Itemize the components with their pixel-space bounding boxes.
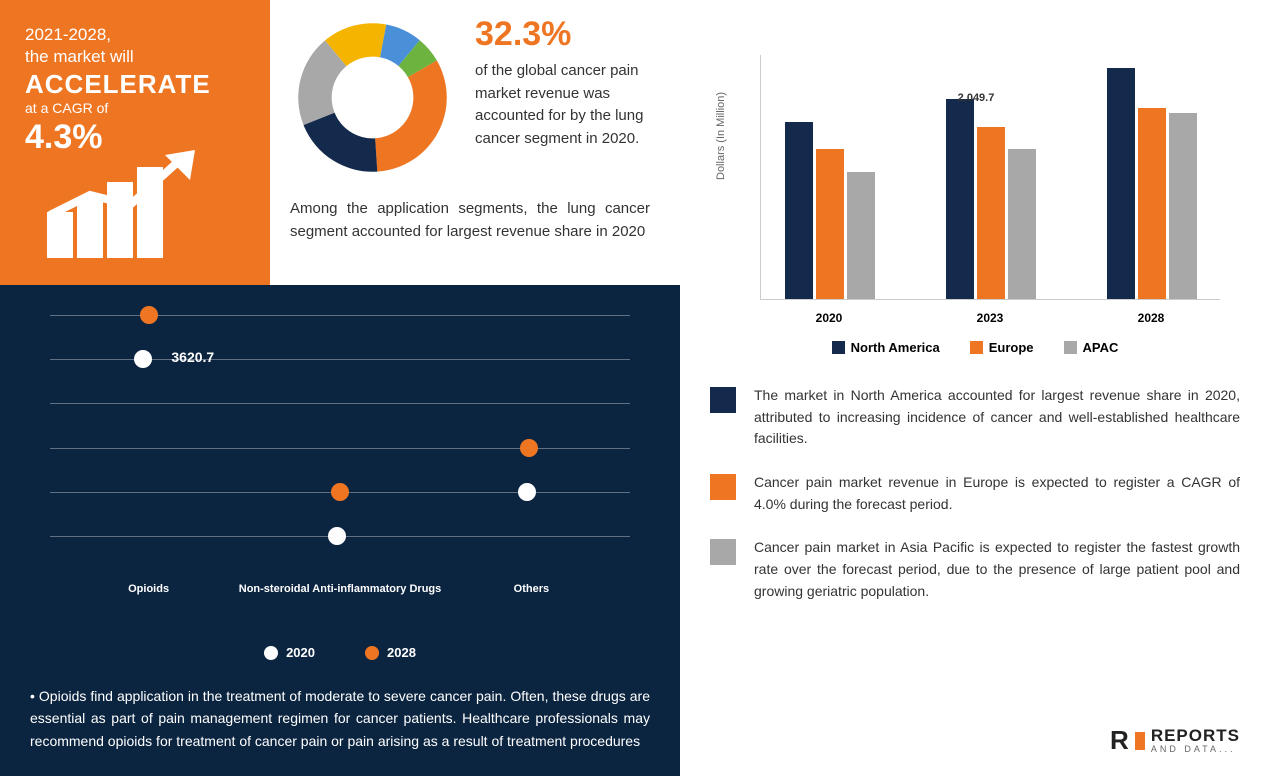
lolli-gridline <box>50 448 630 449</box>
cagr-label: at a CAGR of <box>25 100 250 116</box>
lolli-point-label: 3620.7 <box>171 349 214 365</box>
top-row: 2021-2028, the market will ACCELERATE at… <box>0 0 680 285</box>
donut-section: 32.3% of the global cancer pain market r… <box>270 0 680 285</box>
bar-legend-label: APAC <box>1083 340 1119 355</box>
legend-2028-label: 2028 <box>387 645 416 660</box>
bar-group <box>946 99 1036 299</box>
bar-ylabel: Dollars (In Million) <box>715 92 727 180</box>
bar-legend-item: North America <box>832 340 940 355</box>
legend-2028: 2028 <box>365 645 416 660</box>
region-notes: The market in North America accounted fo… <box>710 385 1240 603</box>
region-text: The market in North America accounted fo… <box>754 385 1240 450</box>
logo-sub: AND DATA... <box>1151 745 1240 754</box>
bar-legend-label: North America <box>851 340 940 355</box>
bar <box>1138 108 1166 299</box>
bar-group <box>785 122 875 299</box>
square-icon <box>832 341 845 354</box>
region-color-icon <box>710 474 736 500</box>
lolli-gridline <box>50 315 630 316</box>
bar-legend: North America Europe APAC <box>710 340 1240 355</box>
lollipop-legend: 2020 2028 <box>30 645 650 660</box>
accelerate-card: 2021-2028, the market will ACCELERATE at… <box>0 0 270 285</box>
bar <box>785 122 813 299</box>
region-item: The market in North America accounted fo… <box>710 385 1240 450</box>
accelerate-word: ACCELERATE <box>25 69 250 100</box>
bar <box>1169 113 1197 299</box>
donut-chart <box>290 15 455 180</box>
logo-r-icon: R <box>1110 725 1129 756</box>
bar-legend-label: Europe <box>989 340 1034 355</box>
bar <box>847 172 875 299</box>
donut-caption: Among the application segments, the lung… <box>290 198 650 243</box>
lollipop-bullet: Opioids find application in the treatmen… <box>30 685 650 752</box>
lolli-category-label: Non-steroidal Anti-inflammatory Drugs <box>239 583 442 595</box>
bar <box>816 149 844 299</box>
lolli-category-label: Opioids <box>128 583 169 595</box>
bar-year-label: 2020 <box>816 311 843 325</box>
lollipop-chart: 3620.7 Opioids Non-steroidal Anti-inflamma… <box>30 305 650 605</box>
lolli-point <box>134 350 152 368</box>
bar-year-label: 2028 <box>1138 311 1165 325</box>
logo-square-icon <box>1135 732 1145 750</box>
lolli-point <box>328 527 346 545</box>
donut-headline-desc: of the global cancer pain market revenue… <box>475 60 650 150</box>
bar-chart: 2,049.7 <box>760 55 1220 300</box>
region-text: Cancer pain market in Asia Pacific is ex… <box>754 537 1240 602</box>
lolli-gridline <box>50 403 630 404</box>
lollipop-section: 3620.7 Opioids Non-steroidal Anti-inflamma… <box>0 285 680 776</box>
dot-icon <box>264 646 278 660</box>
square-icon <box>970 341 983 354</box>
region-item: Cancer pain market revenue in Europe is … <box>710 472 1240 515</box>
legend-2020: 2020 <box>264 645 315 660</box>
lolli-point <box>140 306 158 324</box>
donut-slice <box>375 60 447 171</box>
period-text: 2021-2028, <box>25 25 250 45</box>
lolli-point <box>331 483 349 501</box>
square-icon <box>1064 341 1077 354</box>
bar-legend-item: Europe <box>970 340 1034 355</box>
donut-wrap: 32.3% of the global cancer pain market r… <box>290 15 650 180</box>
growth-chart-icon <box>30 145 230 265</box>
left-column: 2021-2028, the market will ACCELERATE at… <box>0 0 680 776</box>
lolli-category-label: Others <box>514 583 549 595</box>
donut-headline-pct: 32.3% <box>475 15 650 54</box>
right-column: Dollars (In Million) 2,049.7 2020 2023 202… <box>680 0 1280 776</box>
bar-year-label: 2023 <box>977 311 1004 325</box>
bar <box>1008 149 1036 299</box>
region-color-icon <box>710 387 736 413</box>
lolli-point <box>518 483 536 501</box>
bar-legend-item: APAC <box>1064 340 1119 355</box>
logo-text: REPORTS AND DATA... <box>1151 727 1240 754</box>
donut-text-block: 32.3% of the global cancer pain market r… <box>475 15 650 180</box>
region-text: Cancer pain market revenue in Europe is … <box>754 472 1240 515</box>
donut-slice <box>304 113 378 172</box>
bar-chart-section: Dollars (In Million) 2,049.7 2020 2023 202… <box>710 30 1240 360</box>
dot-icon <box>365 646 379 660</box>
root: 2021-2028, the market will ACCELERATE at… <box>0 0 1280 776</box>
region-item: Cancer pain market in Asia Pacific is ex… <box>710 537 1240 602</box>
bar <box>946 99 974 299</box>
lolli-point <box>520 439 538 457</box>
region-color-icon <box>710 539 736 565</box>
bar <box>1107 68 1135 299</box>
bar-value-label: 2,049.7 <box>958 92 995 104</box>
bar-group <box>1107 68 1197 299</box>
logo-main: REPORTS <box>1151 727 1240 745</box>
bar <box>977 127 1005 299</box>
logo: R REPORTS AND DATA... <box>1110 725 1240 756</box>
legend-2020-label: 2020 <box>286 645 315 660</box>
market-will-text: the market will <box>25 47 250 67</box>
